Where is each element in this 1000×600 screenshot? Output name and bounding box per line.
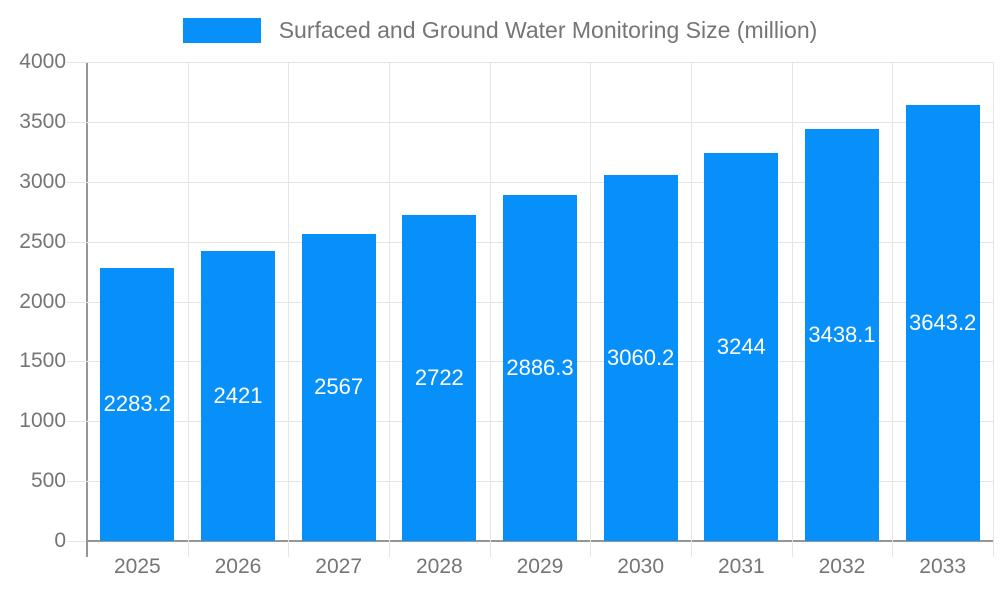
x-axis-tick: [892, 541, 894, 557]
legend-label: Surfaced and Ground Water Monitoring Siz…: [278, 17, 818, 43]
y-axis-tick: [67, 62, 87, 63]
bar[interactable]: 2283.2: [100, 267, 175, 541]
bar[interactable]: 2421: [201, 251, 275, 541]
x-axis-tick: [489, 541, 491, 557]
x-tick-label: 2026: [214, 555, 262, 578]
x-axis-tick: [791, 541, 793, 557]
y-axis-tick: [67, 481, 87, 483]
gridline-vertical: [187, 62, 189, 541]
y-tick-label: 2500: [19, 229, 66, 253]
bar-value-label: 2283.2: [103, 391, 171, 417]
x-axis-tick: [590, 541, 592, 557]
y-tick-label: 2000: [19, 289, 66, 313]
x-axis-tick: [691, 541, 692, 557]
x-axis-tick: [288, 541, 290, 557]
bar[interactable]: 3643.2: [905, 104, 980, 541]
bar-value-label: 3643.2: [909, 309, 977, 335]
bar[interactable]: 2886.3: [503, 195, 577, 541]
y-axis-tick: [67, 241, 87, 243]
x-tick-label: 2025: [113, 555, 161, 578]
x-tick-label: 2029: [516, 555, 564, 578]
legend-item[interactable]: Surfaced and Ground Water Monitoring Siz…: [0, 17, 1000, 44]
y-tick-label: 1000: [19, 409, 66, 433]
y-axis-tick: [67, 181, 87, 183]
y-axis-tick: [67, 541, 87, 542]
x-axis-tick: [187, 541, 189, 557]
bar[interactable]: 3244: [704, 152, 779, 541]
y-tick-label: 3500: [19, 109, 66, 133]
x-tick-label: 2030: [617, 555, 665, 578]
bar-value-label: 2421: [213, 383, 263, 409]
legend-swatch-icon: [182, 18, 261, 43]
x-tick-label: 2033: [919, 555, 967, 578]
y-axis-tick: [67, 421, 87, 423]
y-tick-label: 1500: [19, 349, 66, 373]
y-axis-tick: [67, 121, 87, 123]
gridline-vertical: [791, 62, 793, 541]
x-tick-label: 2028: [415, 555, 463, 578]
y-tick-label: 500: [30, 469, 66, 493]
bar[interactable]: 3438.1: [805, 129, 879, 541]
x-tick-label: 2031: [717, 555, 765, 578]
gridline-vertical: [892, 62, 894, 541]
gridline-vertical: [691, 62, 692, 541]
x-axis-tick: [993, 541, 994, 557]
y-axis-tick: [67, 301, 87, 303]
bar-value-label: 3244: [716, 333, 766, 359]
y-tick-label: 0: [54, 529, 66, 552]
gridline-vertical: [489, 62, 491, 541]
bar-value-label: 3060.2: [607, 344, 675, 370]
x-axis-line: [87, 540, 993, 542]
x-axis-tick: [86, 541, 88, 557]
y-axis-line: [86, 62, 88, 557]
x-tick-label: 2032: [818, 555, 866, 578]
bar[interactable]: 3060.2: [603, 174, 678, 541]
bar-value-label: 2567: [314, 374, 364, 400]
bar[interactable]: 2567: [301, 233, 376, 541]
gridline-vertical: [590, 62, 592, 541]
plot-area: 2283.2 2421 2567 2722 2886.3 3060.2 3244 3438.1…: [67, 62, 994, 557]
gridline-horizontal: [87, 62, 993, 63]
gridline-horizontal: [87, 121, 993, 123]
x-axis-tick: [389, 541, 390, 557]
bar-value-label: 2722: [414, 365, 464, 390]
bar-value-label: 2886.3: [506, 355, 574, 381]
bar-value-label: 3438.1: [808, 322, 876, 348]
x-tick-label: 2027: [315, 555, 363, 578]
y-tick-label: 4000: [19, 50, 66, 73]
gridline-horizontal: [87, 181, 993, 183]
bar[interactable]: 2722: [402, 215, 477, 541]
y-axis-tick: [67, 361, 87, 363]
gridline-vertical: [993, 62, 994, 541]
gridline-vertical: [288, 62, 290, 541]
gridline-vertical: [389, 62, 390, 541]
y-tick-label: 3000: [19, 169, 66, 193]
